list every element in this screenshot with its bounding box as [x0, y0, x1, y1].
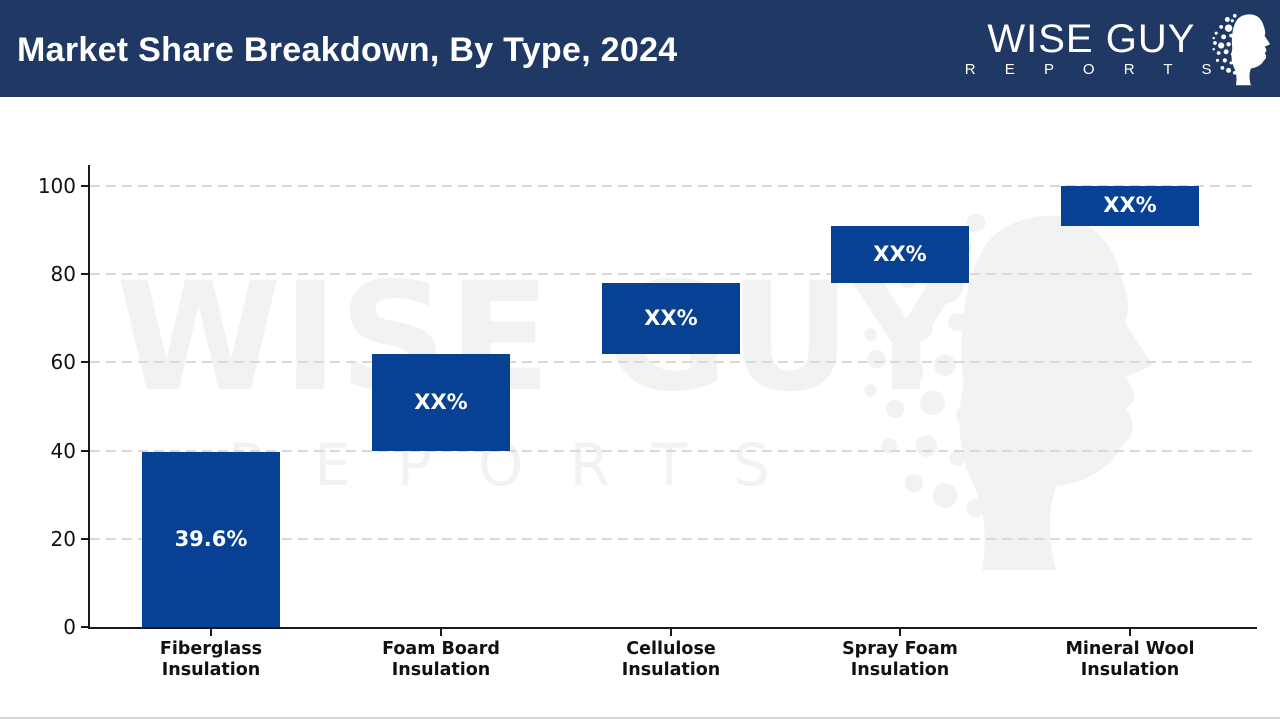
- category-label-mineral-wool-insulation: Mineral Wool Insulation: [1065, 639, 1195, 680]
- watermark-brand-text: WISE GUY: [116, 251, 962, 425]
- gridline-60: [90, 361, 1256, 364]
- y-axis-line: [88, 165, 90, 629]
- y-axis-tick-label: 60: [50, 350, 76, 375]
- bar-value-label: XX%: [414, 389, 468, 414]
- y-axis-tick: [81, 626, 88, 628]
- y-axis-tick: [81, 273, 88, 276]
- bar-cellulose-insulation: XX%: [602, 283, 740, 354]
- bottom-border: [0, 717, 1280, 719]
- category-label-fiberglass-insulation: Fiberglass Insulation: [159, 639, 263, 680]
- x-axis-tick: [210, 629, 212, 636]
- bar-value-label: XX%: [873, 241, 927, 266]
- bar-fiberglass-insulation: 39.6%: [142, 452, 280, 627]
- x-axis-tick: [1129, 629, 1131, 636]
- x-axis-line: [88, 627, 1257, 629]
- bar-spray-foam-insulation: XX%: [831, 225, 969, 284]
- x-axis-tick: [440, 629, 442, 636]
- gridline-20: [90, 537, 1256, 540]
- bar-mineral-wool-insulation: XX%: [1061, 186, 1199, 226]
- x-axis-tick: [899, 629, 901, 636]
- brand-logo: WISE GUY R E P O R T S: [959, 5, 1272, 91]
- header-bar: Market Share Breakdown, By Type, 2024 WI…: [0, 0, 1280, 97]
- y-axis-tick-label: 80: [50, 262, 76, 287]
- y-axis-tick-label: 0: [63, 615, 76, 639]
- bar-value-label: XX%: [1103, 193, 1157, 218]
- brand-subtitle: R E P O R T S: [964, 61, 1224, 78]
- brand-face-icon: [1212, 13, 1271, 86]
- category-label-cellulose-insulation: Cellulose Insulation: [621, 639, 721, 680]
- gridline-40: [90, 449, 1256, 452]
- bar-foam-board-insulation: XX%: [372, 353, 510, 451]
- x-axis-tick: [670, 629, 672, 636]
- y-axis-tick-label: 20: [50, 526, 76, 551]
- y-axis-tick: [81, 361, 88, 364]
- brand-name: WISE GUY: [987, 17, 1196, 61]
- watermark-reports-text: REPORTS: [228, 431, 816, 499]
- category-label-foam-board-insulation: Foam Board Insulation: [382, 639, 500, 680]
- gridline-80: [90, 273, 1256, 276]
- y-axis-tick: [81, 537, 88, 540]
- category-label-spray-foam-insulation: Spray Foam Insulation: [842, 639, 958, 680]
- chart-title: Market Share Breakdown, By Type, 2024: [17, 31, 678, 69]
- bar-value-label: XX%: [644, 305, 698, 330]
- y-axis-tick: [81, 449, 88, 452]
- brand-logo-text: WISE GUY R E P O R T S: [959, 18, 1224, 78]
- gridline-100: [90, 185, 1256, 187]
- y-axis-tick-label: 100: [37, 174, 76, 198]
- bar-value-label: 39.6%: [174, 527, 248, 552]
- y-axis-tick: [81, 185, 88, 187]
- y-axis-tick-label: 40: [50, 438, 76, 463]
